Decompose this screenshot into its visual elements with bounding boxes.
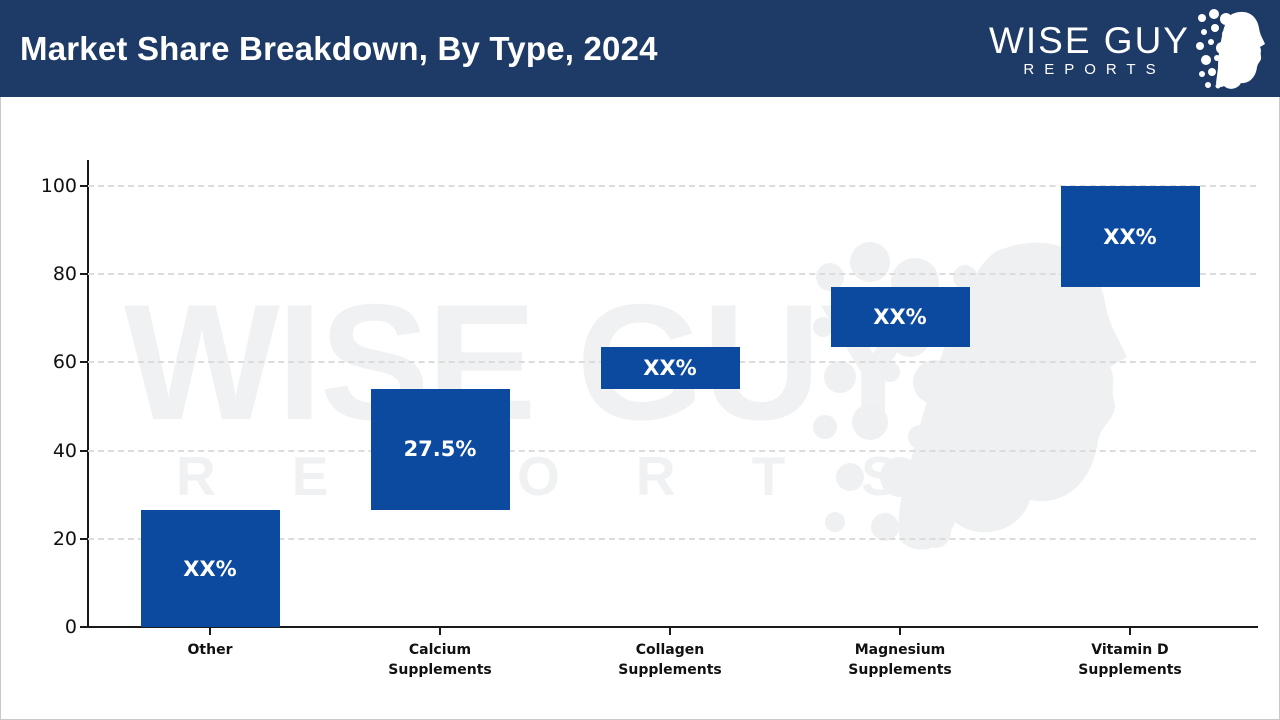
y-tick-0 <box>80 626 87 628</box>
bar-value-label-collagen-supplements: XX% <box>643 355 697 380</box>
wiseguy-head-icon <box>1196 9 1265 89</box>
category-label-other: Other <box>187 642 233 658</box>
category-label-line: Collagen <box>635 642 705 658</box>
category-label-line: Supplements <box>618 662 722 678</box>
category-label-line: Calcium <box>408 642 472 658</box>
bar-value-label-calcium-supplements: 27.5% <box>403 437 477 462</box>
gridline-20 <box>88 537 1256 540</box>
category-label-vitamin-d-supplements: Vitamin D Supplements <box>1025 640 1235 680</box>
category-label-line: Supplements <box>848 662 952 678</box>
y-tick-80 <box>80 273 87 276</box>
bar-vitamin-d-supplements: XX% <box>1060 186 1200 288</box>
category-label-collagen-supplements: Collagen Supplements <box>565 640 775 680</box>
category-label-line: Magnesium <box>854 642 946 658</box>
logo-subtitle: REPORTS <box>1023 60 1166 78</box>
bar-magnesium-supplements: XX% <box>830 287 970 347</box>
y-tick-label-40: 40 <box>52 439 77 462</box>
bar-value-label-magnesium-supplements: XX% <box>873 305 927 330</box>
y-tick-label-80: 80 <box>52 263 77 286</box>
y-tick-label-20: 20 <box>52 527 77 550</box>
bar-value-label-other: XX% <box>183 556 237 581</box>
bar-collagen-supplements: XX% <box>600 346 740 389</box>
category-label-calcium-supplements: Calcium Supplements <box>335 640 545 680</box>
category-label-line: Supplements <box>388 662 492 678</box>
logo-wordmark: WISE GUY <box>988 19 1190 61</box>
x-tick-collagen-supplements <box>669 628 671 635</box>
bar-calcium-supplements: 27.5% <box>370 388 510 511</box>
y-tick-label-0: 0 <box>64 616 77 638</box>
category-label-line: Supplements <box>1078 662 1182 678</box>
x-tick-magnesium-supplements <box>899 628 901 635</box>
gridline-100 <box>88 185 1256 187</box>
gridline-40 <box>88 449 1256 452</box>
bar-value-label-vitamin-d-supplements: XX% <box>1103 224 1157 249</box>
y-axis-line <box>87 160 89 628</box>
header-bar: Market Share Breakdown, By Type, 2024 WI… <box>0 0 1280 97</box>
x-tick-other <box>209 628 211 635</box>
logo-text: WISE GUY REPORTS <box>989 22 1190 77</box>
y-tick-label-100: 100 <box>40 175 77 197</box>
page-title: Market Share Breakdown, By Type, 2024 <box>20 29 658 67</box>
x-tick-vitamin-d-supplements <box>1129 628 1131 635</box>
gridline-80 <box>88 273 1256 276</box>
y-tick-60 <box>80 361 87 364</box>
y-tick-40 <box>80 449 87 452</box>
category-label-line: Vitamin D <box>1091 642 1169 658</box>
x-tick-calcium-supplements <box>439 628 441 635</box>
y-tick-100 <box>80 185 87 187</box>
x-axis-line <box>87 626 1258 628</box>
y-tick-label-60: 60 <box>52 351 77 374</box>
bar-other: XX% <box>140 510 280 627</box>
category-label-magnesium-supplements: Magnesium Supplements <box>795 640 1005 680</box>
wiseguy-logo: WISE GUY REPORTS <box>989 6 1266 92</box>
y-tick-20 <box>80 537 87 540</box>
